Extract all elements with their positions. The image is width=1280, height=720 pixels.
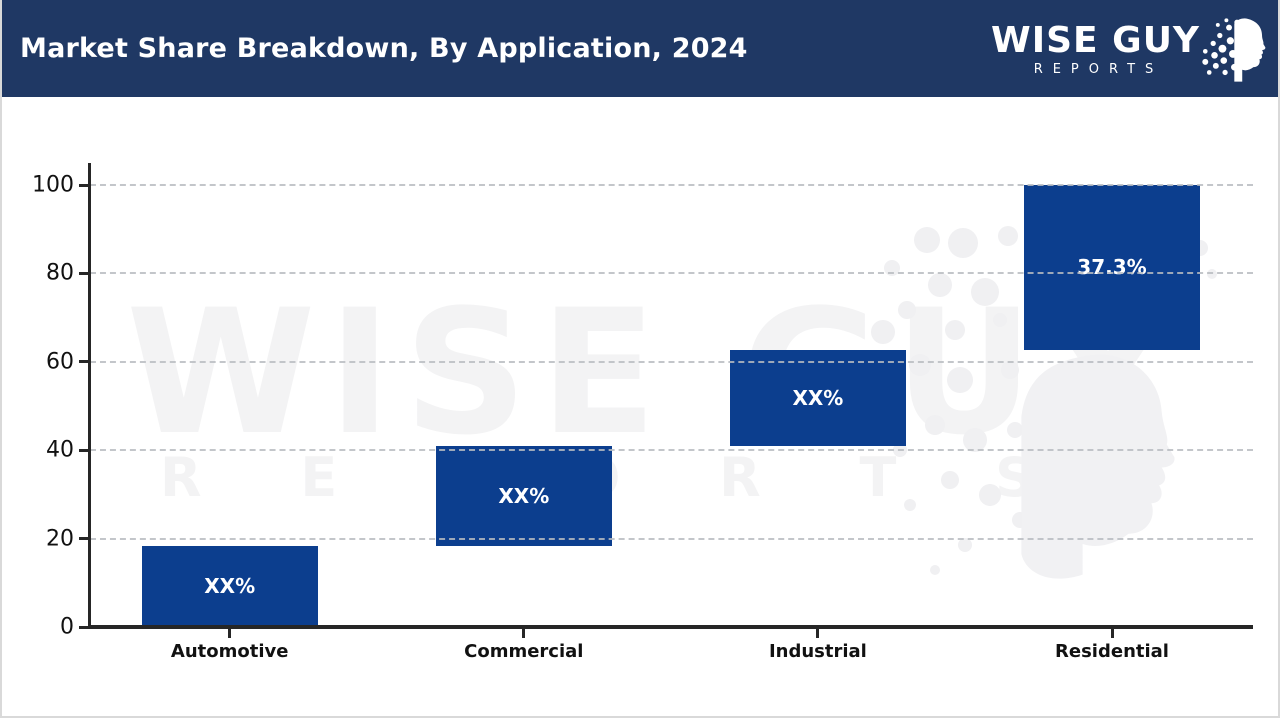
- x-tick-mark-automotive: [228, 628, 232, 638]
- y-axis-line: [88, 163, 91, 629]
- x-axis-label-commercial: Commercial: [464, 641, 584, 662]
- y-axis-tick-label: 20: [46, 526, 74, 552]
- bar-value-label: XX%: [498, 483, 550, 508]
- watermark-face-profile: [1021, 354, 1175, 579]
- gridline-100: [90, 184, 1253, 186]
- y-tick-mark-20: [79, 537, 88, 541]
- bar-commercial: [435, 446, 612, 546]
- watermark-wordmark: WISE GUY: [126, 272, 1183, 473]
- bar-value-label: XX%: [792, 386, 844, 411]
- bar-value-label: 37.3%: [1077, 255, 1147, 280]
- x-tick-mark-residential: [1110, 628, 1114, 638]
- y-axis-tick-label: 60: [46, 349, 74, 375]
- bar-industrial: [729, 349, 906, 447]
- x-axis-label-residential: Residential: [1055, 641, 1169, 662]
- y-axis-tick-label: 0: [60, 614, 74, 640]
- page-title: Market Share Breakdown, By Application, …: [20, 33, 748, 64]
- bar-residential: [1024, 185, 1200, 350]
- y-tick-mark-0: [79, 625, 88, 629]
- y-tick-mark-60: [79, 360, 88, 364]
- header-bar: Market Share Breakdown, By Application, …: [0, 0, 1280, 97]
- gridline-80: [90, 272, 1253, 275]
- x-tick-mark-industrial: [816, 628, 820, 638]
- logo-reports-text: REPORTS: [1033, 61, 1164, 77]
- gridline-40: [90, 449, 1253, 452]
- wise-guy-reports-logo: WISE GUY REPORTS: [991, 4, 1266, 94]
- x-axis-label-automotive: Automotive: [170, 641, 289, 662]
- x-axis-line: [88, 625, 1253, 629]
- logo-head-icon: [1202, 18, 1266, 82]
- gridline-20: [90, 537, 1253, 540]
- gridline-60: [90, 360, 1253, 363]
- y-axis-tick-label: 100: [32, 172, 74, 198]
- x-axis-label-industrial: Industrial: [768, 641, 867, 662]
- y-tick-mark-80: [79, 271, 88, 275]
- bar-automotive: [141, 545, 318, 627]
- x-tick-mark-commercial: [522, 628, 526, 638]
- y-tick-mark-100: [79, 183, 88, 187]
- y-axis-tick-label: 80: [46, 260, 74, 286]
- y-tick-mark-40: [79, 448, 88, 452]
- logo-wordmark: WISE GUY REPORTS: [991, 22, 1200, 77]
- logo-wise-guy-text: WISE GUY: [990, 20, 1200, 61]
- y-axis-tick-label: 40: [46, 437, 74, 463]
- bar-value-label: XX%: [204, 574, 256, 599]
